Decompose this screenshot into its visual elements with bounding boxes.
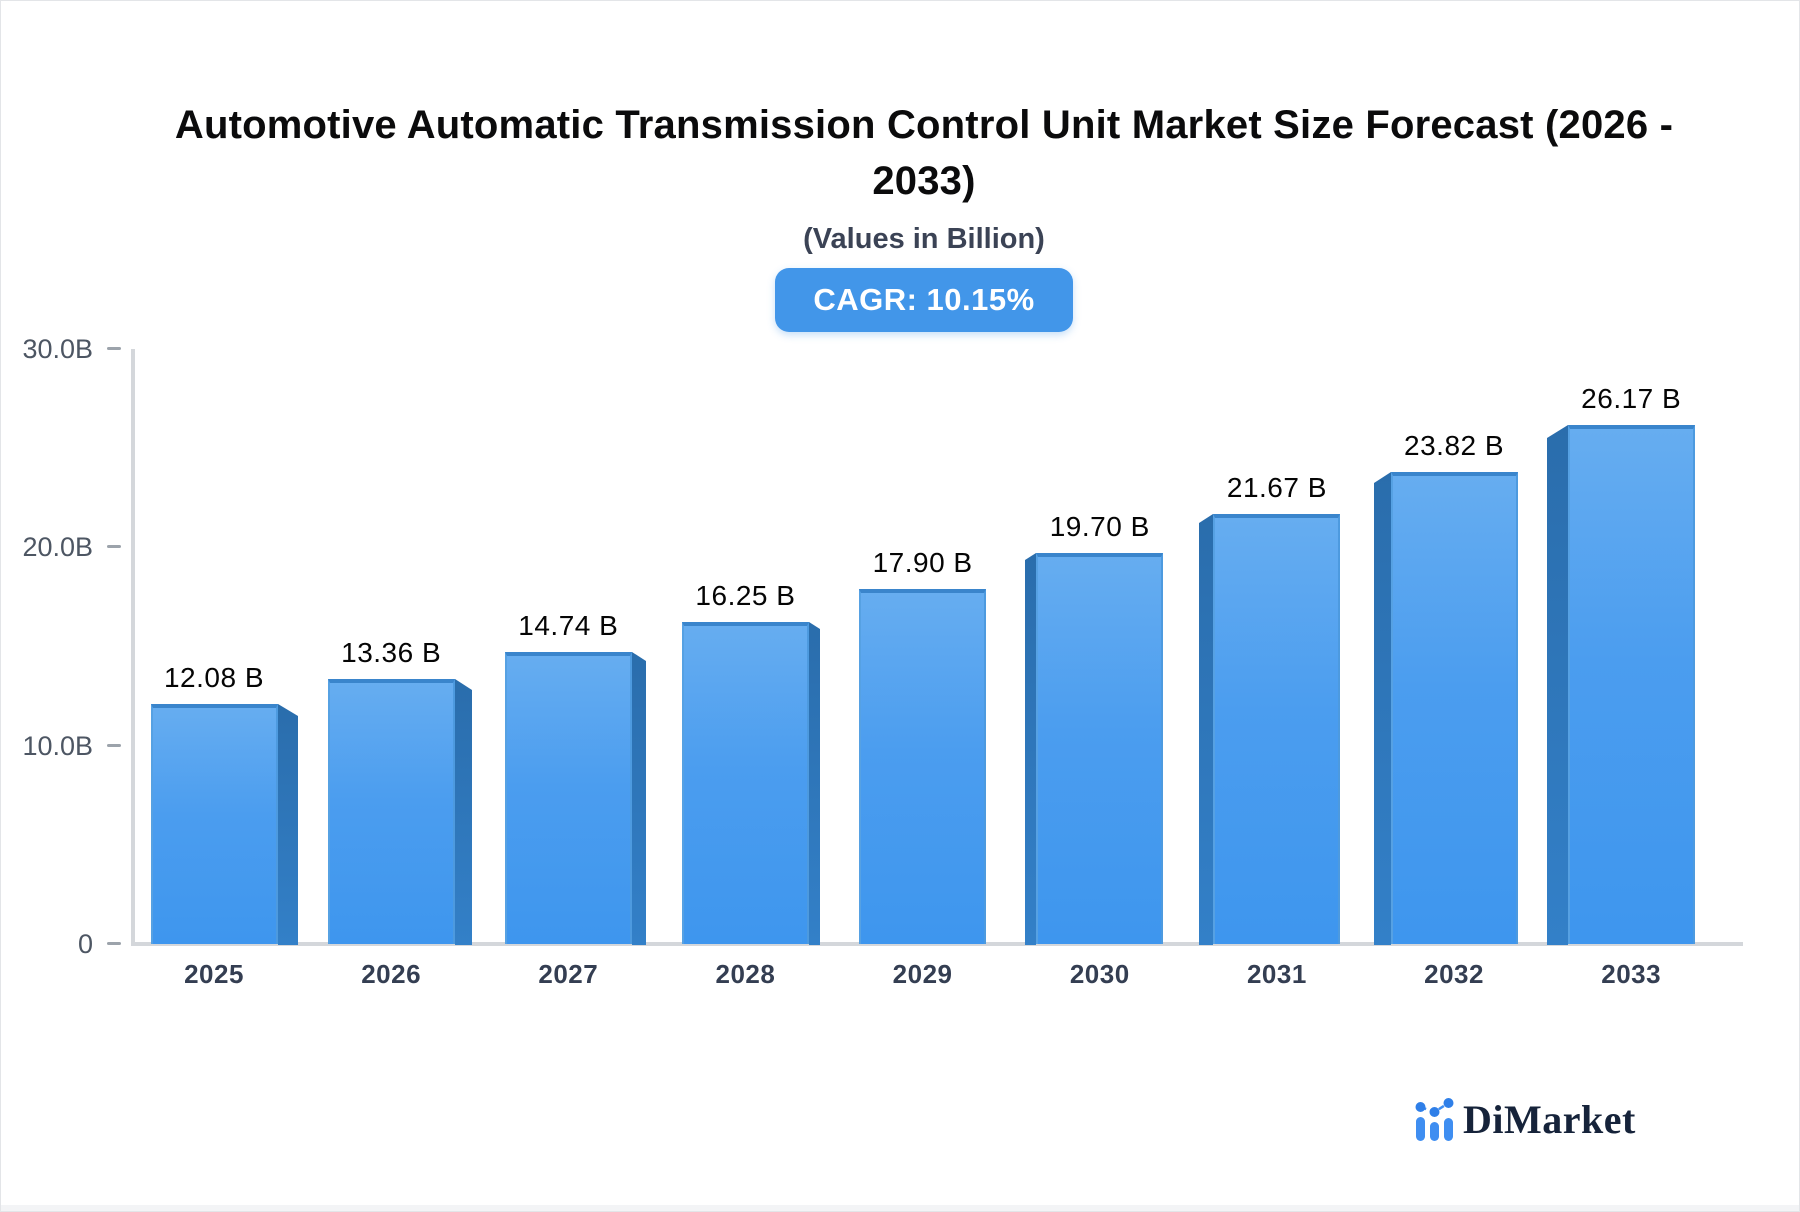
bar-value-label: 26.17 B: [1581, 383, 1682, 414]
bar-value-label: 21.67 B: [1226, 472, 1327, 503]
y-tick-label: 10.0B: [22, 730, 93, 761]
y-tick-label: 0: [77, 929, 93, 959]
y-tick-mark: [107, 347, 121, 350]
x-tick-label: 2030: [1069, 959, 1130, 989]
cagr-badge: CAGR: 10.15%: [775, 268, 1073, 332]
chart-title-line-1: Automotive Automatic Transmission Contro…: [174, 103, 1674, 147]
brand-logo-text: DiMarket: [1463, 1097, 1636, 1142]
footer-strip: [1, 1205, 1799, 1211]
bar-side-face: [1199, 514, 1213, 945]
x-tick-label: 2026: [361, 959, 422, 989]
x-tick-label: 2029: [892, 959, 953, 989]
bar-face: [1036, 553, 1163, 944]
bar-value-label: 23.82 B: [1404, 430, 1505, 461]
bar-face: [1568, 425, 1695, 944]
bar-face: [682, 622, 809, 944]
bar-side-face: [632, 652, 646, 945]
bar-face: [859, 589, 986, 944]
chart-title-line-2: 2033): [872, 159, 976, 203]
x-tick-label: 2028: [715, 959, 776, 989]
bar-value-label: 13.36 B: [341, 637, 442, 668]
y-tick-mark: [107, 545, 121, 549]
bar-side-face: [809, 622, 820, 945]
bar-face: [328, 679, 455, 944]
chart-header: Automotive Automatic Transmission Contro…: [41, 97, 1799, 332]
bar-face: [151, 704, 278, 944]
bar-side-face: [1025, 553, 1036, 945]
bar-side-face: [1374, 472, 1391, 945]
bar-value-label: 17.90 B: [872, 547, 973, 578]
bar-value-label: 19.70 B: [1049, 511, 1150, 542]
x-tick-label: 2033: [1601, 959, 1662, 989]
x-tick-label: 2031: [1246, 959, 1307, 989]
x-tick-label: 2032: [1424, 959, 1484, 989]
bar-value-label: 14.74 B: [518, 610, 619, 641]
bar-side-face: [278, 704, 298, 945]
y-tick-label: 20.0B: [22, 532, 93, 563]
x-tick-label: 2025: [184, 959, 244, 989]
x-tick-label: 2027: [538, 959, 599, 989]
bar-value-label: 16.25 B: [695, 580, 796, 611]
bar-face: [1391, 472, 1518, 944]
brand-logo: DiMarket: [1415, 1097, 1636, 1143]
chart-subtitle: (Values in Billion): [803, 223, 1045, 255]
x-axis-line: [131, 942, 1743, 946]
y-axis-line: [131, 349, 135, 946]
y-tick-label: 30.0B: [22, 334, 93, 364]
bar-side-face: [1547, 425, 1568, 945]
bar-face: [1213, 514, 1340, 944]
bar-chart-trend-icon: [1415, 1098, 1454, 1141]
bar-value-label: 12.08 B: [163, 662, 265, 693]
bar-side-face: [455, 679, 472, 945]
y-tick-mark: [107, 743, 121, 747]
y-tick-mark: [107, 942, 121, 945]
bar-face: [505, 652, 632, 944]
